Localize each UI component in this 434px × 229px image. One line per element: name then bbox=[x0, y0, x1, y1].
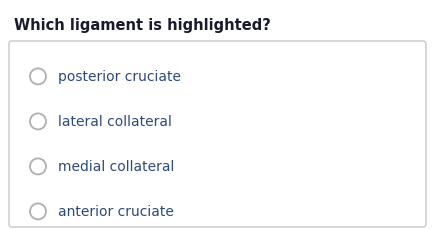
Text: Which ligament is highlighted?: Which ligament is highlighted? bbox=[14, 18, 270, 33]
Text: anterior cruciate: anterior cruciate bbox=[58, 204, 174, 218]
Ellipse shape bbox=[30, 69, 46, 85]
FancyBboxPatch shape bbox=[9, 42, 425, 227]
Text: lateral collateral: lateral collateral bbox=[58, 115, 171, 129]
Ellipse shape bbox=[30, 204, 46, 219]
Text: medial collateral: medial collateral bbox=[58, 160, 174, 174]
Ellipse shape bbox=[30, 159, 46, 175]
Text: posterior cruciate: posterior cruciate bbox=[58, 70, 181, 84]
Ellipse shape bbox=[30, 114, 46, 130]
